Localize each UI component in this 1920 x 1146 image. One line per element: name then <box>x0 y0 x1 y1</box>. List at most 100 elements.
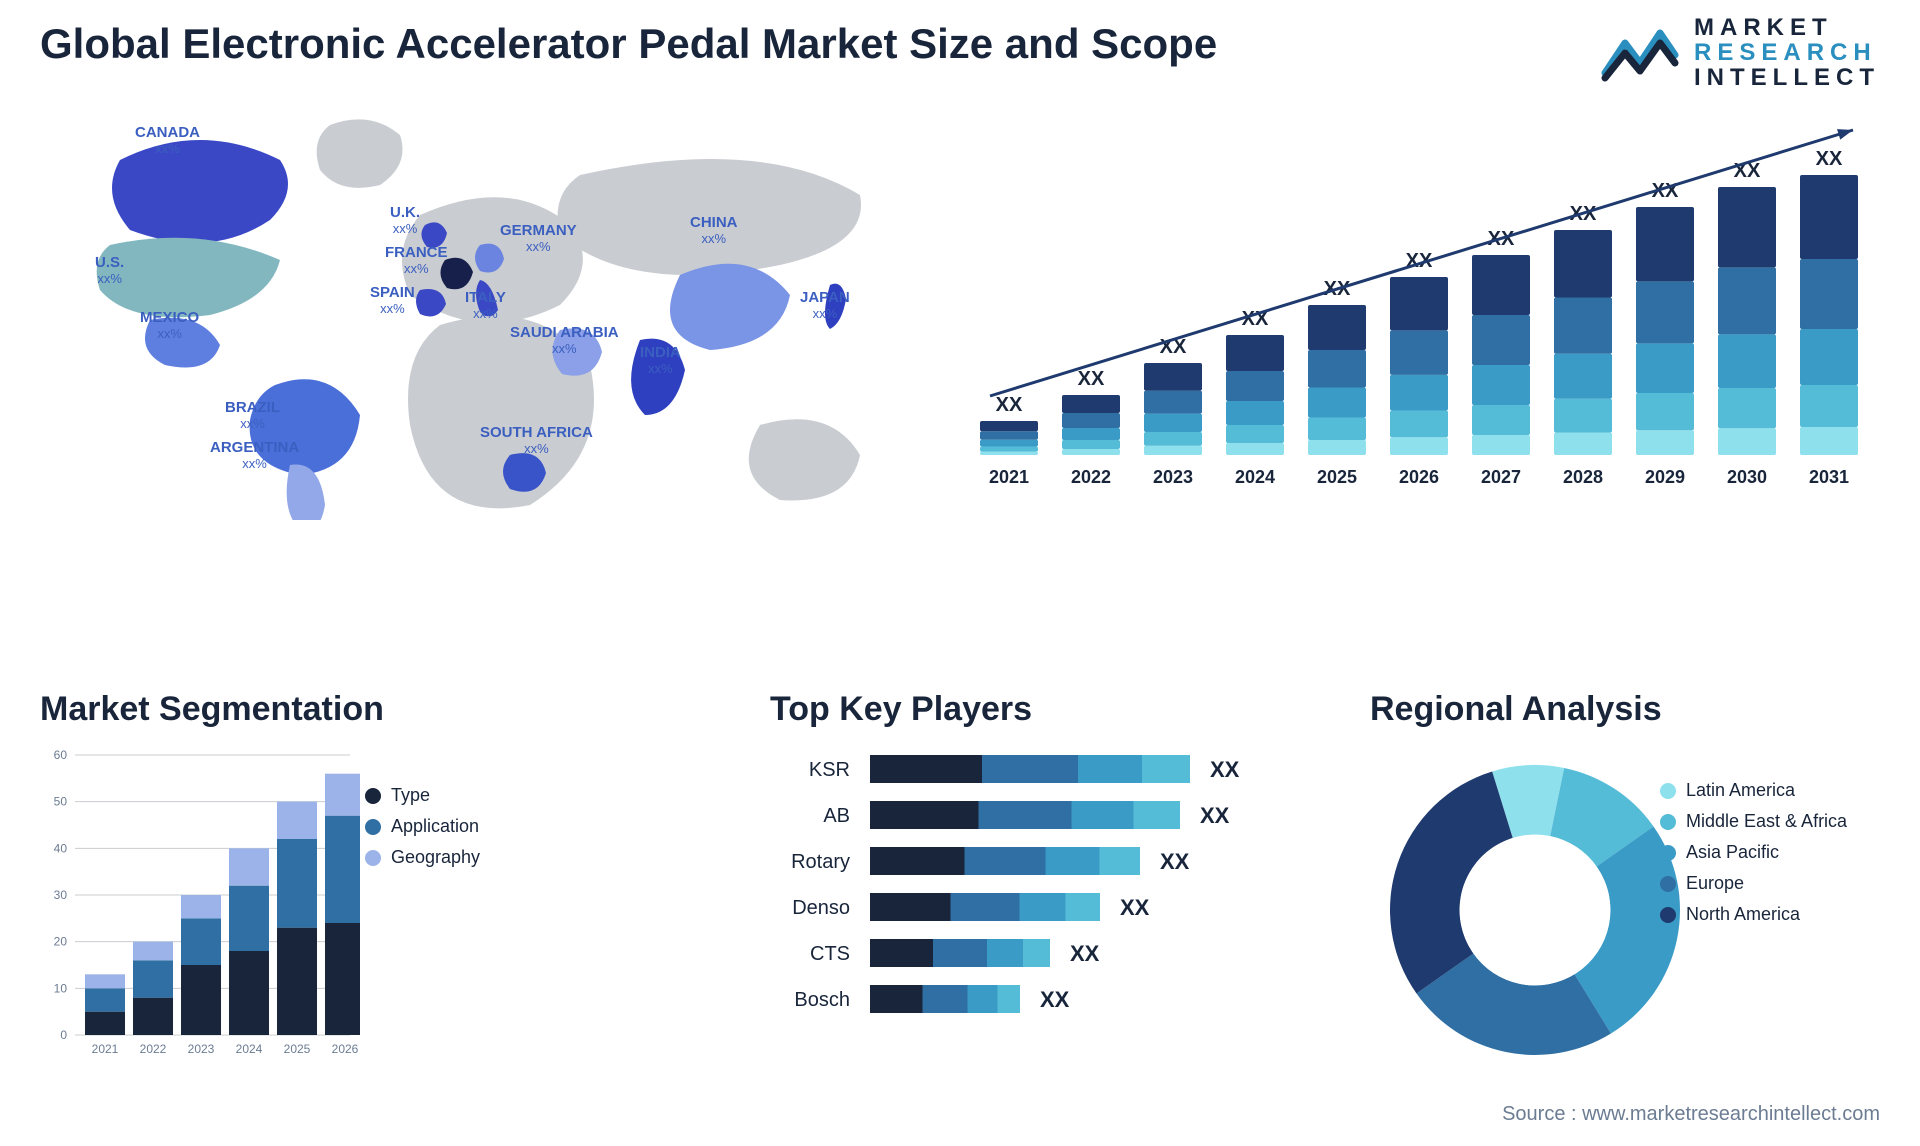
player-bar-seg <box>870 939 933 967</box>
size-bar-seg <box>1472 435 1530 455</box>
size-bar-seg <box>1636 343 1694 393</box>
player-value: XX <box>1070 941 1100 966</box>
player-bar-seg <box>870 755 982 783</box>
player-bar-seg <box>965 847 1046 875</box>
size-bar-seg <box>1226 335 1284 371</box>
size-bar-seg <box>1144 446 1202 455</box>
map-label-italy: ITALYxx% <box>465 290 506 321</box>
size-year-label: 2022 <box>1071 467 1111 487</box>
seg-x-tick: 2026 <box>332 1042 359 1056</box>
map-label-india: INDIAxx% <box>640 345 681 376</box>
seg-y-tick: 0 <box>60 1028 67 1042</box>
size-bar-seg <box>1718 267 1776 334</box>
size-bar-seg <box>1390 437 1448 455</box>
player-bar-seg <box>951 893 1020 921</box>
map-country-china <box>670 264 790 350</box>
legend-label: Application <box>391 816 479 837</box>
player-bar-seg <box>870 847 965 875</box>
map-country-greenland <box>317 119 403 187</box>
seg-bar-seg <box>229 848 269 885</box>
player-bar-seg <box>1072 801 1134 829</box>
segmentation-legend: TypeApplicationGeography <box>365 775 545 878</box>
legend-label: Latin America <box>1686 780 1795 801</box>
region-legend-item: Europe <box>1660 873 1880 894</box>
size-bar-seg <box>1144 363 1202 391</box>
legend-dot <box>1660 876 1676 892</box>
size-bar-seg <box>980 440 1038 447</box>
size-bar-seg <box>1308 418 1366 441</box>
map-label-spain: SPAINxx% <box>370 285 415 316</box>
logo-line2: RESEARCH <box>1694 40 1880 65</box>
seg-bar-seg <box>181 965 221 1035</box>
player-bar-seg <box>1100 847 1141 875</box>
player-bar-seg <box>1020 893 1066 921</box>
size-bar-seg <box>1800 329 1858 385</box>
player-value: XX <box>1160 849 1190 874</box>
map-label-south-africa: SOUTH AFRICAxx% <box>480 425 593 456</box>
player-value: XX <box>1200 803 1230 828</box>
map-country-australia <box>749 419 860 500</box>
seg-bar-seg <box>325 816 360 923</box>
legend-label: Asia Pacific <box>1686 842 1779 863</box>
seg-bar-seg <box>133 960 173 997</box>
size-bar-seg <box>1554 230 1612 298</box>
size-bar-seg <box>1062 413 1120 428</box>
player-value: XX <box>1120 895 1150 920</box>
size-bar-seg <box>1226 401 1284 425</box>
player-name: AB <box>823 805 850 827</box>
size-year-label: 2023 <box>1153 467 1193 487</box>
player-bar-seg <box>1023 939 1050 967</box>
map-label-brazil: BRAZILxx% <box>225 400 280 431</box>
players-title: Top Key Players <box>770 690 1032 729</box>
regional-title: Regional Analysis <box>1370 690 1662 729</box>
brand-logo: MARKET RESEARCH INTELLECT <box>1600 15 1880 91</box>
seg-y-tick: 60 <box>54 748 68 762</box>
size-bar-seg <box>1472 365 1530 405</box>
size-bar-seg <box>1226 443 1284 455</box>
player-name: KSR <box>809 759 850 781</box>
player-name: Denso <box>792 897 850 919</box>
region-legend-item: Middle East & Africa <box>1660 811 1880 832</box>
seg-x-tick: 2024 <box>236 1042 263 1056</box>
size-bar-seg <box>1226 425 1284 443</box>
seg-bar-seg <box>85 988 125 1011</box>
map-label-u-s-: U.S.xx% <box>95 255 124 286</box>
size-bar-label: XX <box>1078 368 1105 390</box>
legend-dot <box>365 850 381 866</box>
size-bar-seg <box>1554 298 1612 354</box>
size-bar-seg <box>1718 428 1776 455</box>
market-size-chart: XX2021XX2022XX2023XX2024XX2025XX2026XX20… <box>970 125 1880 495</box>
trend-arrow-head <box>1837 129 1853 139</box>
legend-dot <box>365 819 381 835</box>
size-bar-label: XX <box>1816 148 1843 170</box>
region-legend-item: North America <box>1660 904 1880 925</box>
region-legend-item: Asia Pacific <box>1660 842 1880 863</box>
player-bar-seg <box>968 985 998 1013</box>
world-map: CANADAxx%U.S.xx%MEXICOxx%BRAZILxx%ARGENT… <box>40 105 940 520</box>
size-bar-seg <box>1390 375 1448 411</box>
size-bar-seg <box>1636 393 1694 430</box>
size-year-label: 2031 <box>1809 467 1849 487</box>
player-bar-seg <box>923 985 968 1013</box>
size-bar-seg <box>980 447 1038 452</box>
player-bar-seg <box>1134 801 1181 829</box>
seg-x-tick: 2022 <box>140 1042 167 1056</box>
map-label-china: CHINAxx% <box>690 215 738 246</box>
size-bar-seg <box>1144 391 1202 414</box>
map-label-mexico: MEXICOxx% <box>140 310 199 341</box>
size-bar-seg <box>1554 399 1612 433</box>
map-label-saudi-arabia: SAUDI ARABIAxx% <box>510 325 619 356</box>
size-bar-seg <box>1144 432 1202 446</box>
logo-line3: INTELLECT <box>1694 65 1880 90</box>
map-label-argentina: ARGENTINAxx% <box>210 440 299 471</box>
size-bar-seg <box>1226 371 1284 401</box>
size-bar-seg <box>1472 315 1530 365</box>
page-title: Global Electronic Accelerator Pedal Mark… <box>40 20 1217 68</box>
legend-label: Middle East & Africa <box>1686 811 1847 832</box>
player-bar-seg <box>870 801 979 829</box>
size-bar-seg <box>1144 414 1202 432</box>
seg-y-tick: 30 <box>54 888 68 902</box>
map-label-france: FRANCExx% <box>385 245 448 276</box>
seg-x-tick: 2021 <box>92 1042 119 1056</box>
player-value: XX <box>1210 757 1240 782</box>
